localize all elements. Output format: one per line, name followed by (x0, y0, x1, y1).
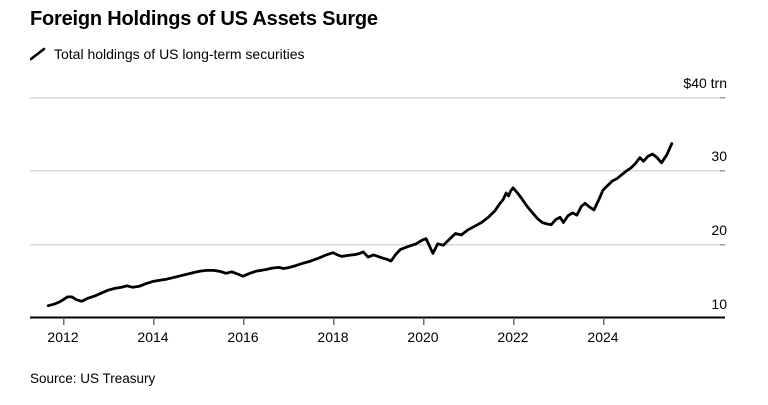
legend-label: Total holdings of US long-term securitie… (54, 46, 305, 62)
y-axis-label: 20 (711, 221, 727, 238)
line-series-legend-icon (30, 47, 46, 61)
series-line-total-holdings (46, 142, 674, 308)
x-axis-label: 2020 (407, 329, 439, 345)
x-axis-label: 2022 (497, 329, 529, 345)
y-axis-label: $40 trn (683, 74, 727, 91)
y-axis-label: 10 (711, 295, 727, 312)
x-axis-label: 2018 (317, 329, 349, 345)
x-axis-label: 2016 (227, 329, 259, 345)
legend: Total holdings of US long-term securitie… (30, 46, 305, 62)
chart-title: Foreign Holdings of US Assets Surge (30, 8, 378, 30)
x-axis-label: 2014 (137, 329, 169, 345)
source-note: Source: US Treasury (30, 371, 156, 386)
x-axis-label: 2024 (587, 329, 619, 345)
y-axis-label: 30 (711, 148, 727, 165)
x-axis-label: 2012 (47, 329, 79, 345)
